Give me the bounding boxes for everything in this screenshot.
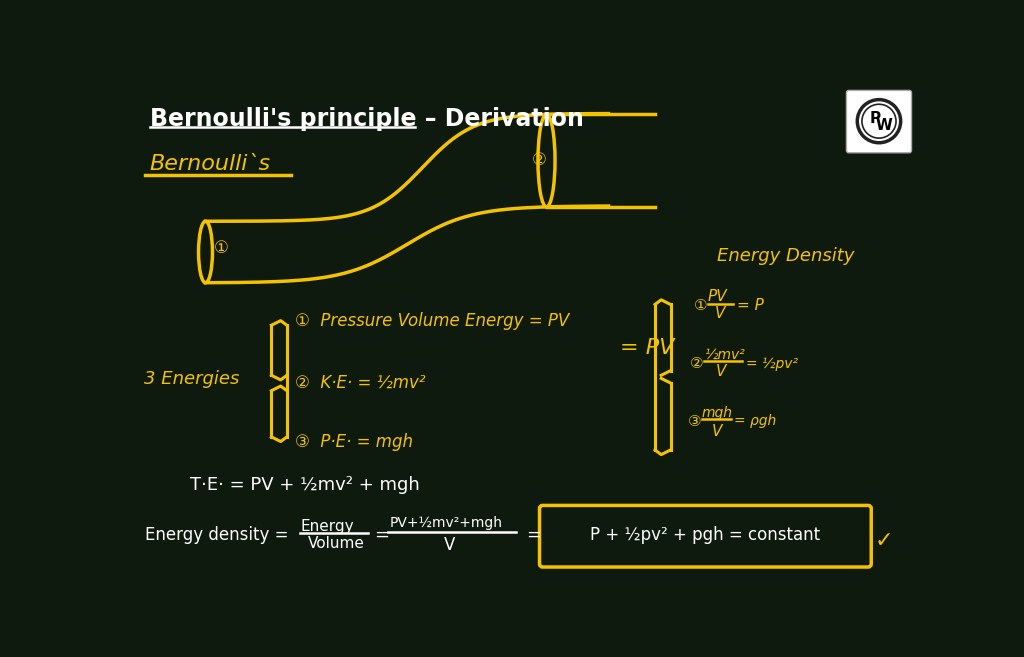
- Text: Volume: Volume: [308, 536, 365, 551]
- Text: ①: ①: [693, 298, 708, 313]
- Text: V: V: [715, 306, 725, 321]
- Text: V: V: [712, 424, 722, 439]
- Text: Bernoulli's principle – Derivation: Bernoulli's principle – Derivation: [150, 107, 584, 131]
- Text: ½mv²: ½mv²: [703, 348, 744, 361]
- Text: Energy Density: Energy Density: [717, 247, 854, 265]
- Text: Energy: Energy: [300, 520, 353, 535]
- Text: V: V: [444, 535, 456, 554]
- Text: =: =: [375, 526, 389, 544]
- Text: ①  Pressure Volume Energy = PV: ① Pressure Volume Energy = PV: [295, 312, 569, 330]
- Text: ②: ②: [690, 356, 703, 371]
- Text: 3 Energies: 3 Energies: [143, 370, 239, 388]
- Text: PV: PV: [708, 289, 727, 304]
- Text: = ρgh: = ρgh: [734, 415, 776, 428]
- Text: V: V: [716, 364, 726, 379]
- Text: P + ½pv² + pgh = constant: P + ½pv² + pgh = constant: [590, 526, 820, 544]
- Text: Energy density =: Energy density =: [145, 526, 289, 544]
- Text: ✓: ✓: [874, 531, 893, 551]
- Text: ③  P·E· = mgh: ③ P·E· = mgh: [295, 433, 413, 451]
- Text: PV+½mv²+mgh: PV+½mv²+mgh: [390, 516, 503, 530]
- Text: mgh: mgh: [701, 406, 732, 420]
- Text: ③: ③: [687, 414, 701, 429]
- Text: =: =: [526, 526, 542, 544]
- FancyBboxPatch shape: [847, 91, 911, 153]
- FancyBboxPatch shape: [540, 505, 871, 567]
- Text: ②  K·E· = ½mv²: ② K·E· = ½mv²: [295, 374, 425, 392]
- Text: T·E· = PV + ½mv² + mgh: T·E· = PV + ½mv² + mgh: [190, 476, 420, 495]
- Text: Bernoulli`s: Bernoulli`s: [150, 154, 270, 173]
- Text: = P: = P: [737, 298, 764, 313]
- Text: W: W: [876, 118, 893, 133]
- Text: ①: ①: [214, 239, 228, 258]
- Text: ②: ②: [531, 150, 546, 169]
- Text: = ½pv²: = ½pv²: [745, 357, 798, 371]
- Text: P: P: [869, 112, 881, 126]
- Text: = PV: = PV: [621, 338, 675, 358]
